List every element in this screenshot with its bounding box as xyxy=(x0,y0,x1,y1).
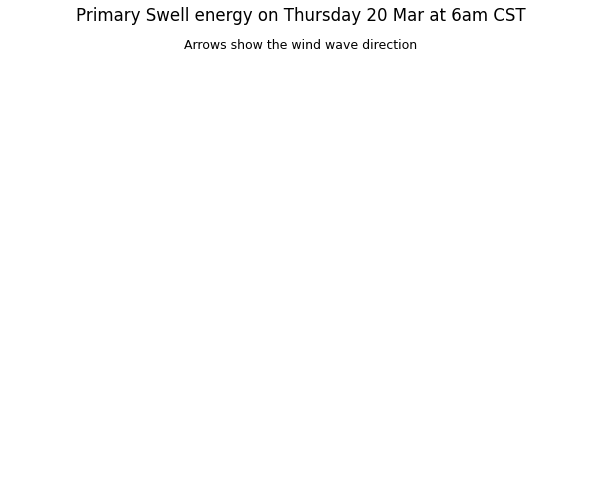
Text: cartopy required: cartopy required xyxy=(243,266,358,280)
Text: Arrows show the wind wave direction: Arrows show the wind wave direction xyxy=(184,39,417,52)
Text: Primary Swell energy on Thursday 20 Mar at 6am CST: Primary Swell energy on Thursday 20 Mar … xyxy=(76,7,525,25)
